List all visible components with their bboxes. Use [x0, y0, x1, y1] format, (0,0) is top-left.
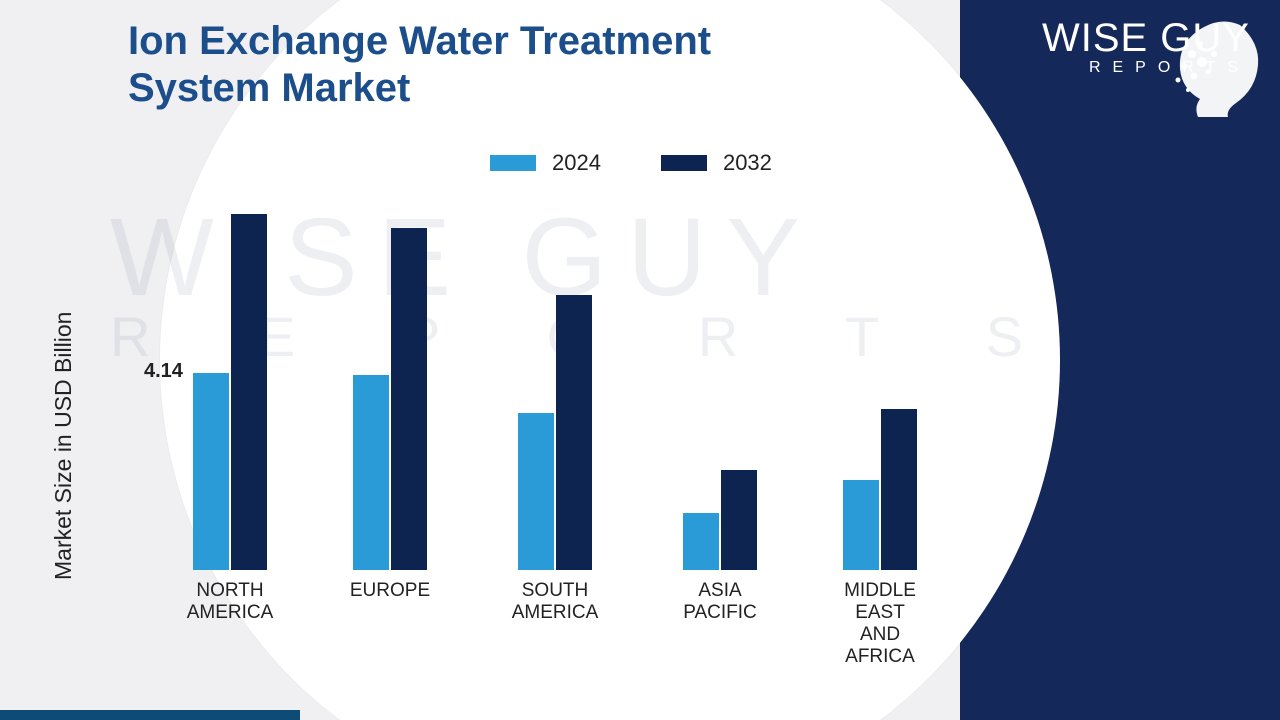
canvas: WISE GUY R E P O R T S Ion Exchange Wate…: [0, 0, 1280, 720]
y-axis-label: Market Size in USD Billion: [50, 312, 77, 580]
plot-area: NORTHAMERICA4.14 EUROPE SOUTHAMERICA ASIAPA…: [130, 190, 930, 570]
brand-logo: WISE GUY REPORTS: [1042, 18, 1250, 76]
value-callout: 4.14: [144, 360, 183, 383]
bar-group: EUROPE: [330, 228, 450, 570]
bar-2024: [193, 373, 229, 570]
chart: Market Size in USD Billion NORTHAMERICA4…: [60, 150, 950, 700]
bar-2032: [391, 228, 427, 570]
brand-name: WISE GUY: [1042, 18, 1250, 58]
bar-group: NORTHAMERICA4.14: [170, 214, 290, 570]
bar-2032: [721, 470, 757, 570]
bar-group: SOUTHAMERICA: [495, 295, 615, 571]
category-label: EUROPE: [320, 580, 460, 602]
bar-group: MIDDLEEASTANDAFRICA: [820, 409, 940, 571]
category-label: ASIAPACIFIC: [650, 580, 790, 624]
category-label: NORTHAMERICA: [160, 580, 300, 624]
bar-2032: [556, 295, 592, 571]
bar-2024: [683, 513, 719, 570]
bar-2032: [881, 409, 917, 571]
chart-title: Ion Exchange Water Treatment System Mark…: [128, 18, 848, 112]
bar-2024: [353, 375, 389, 570]
category-label: MIDDLEEASTANDAFRICA: [810, 580, 950, 667]
bar-2032: [231, 214, 267, 570]
bottom-accent-bar: [0, 710, 300, 720]
brand-sub: REPORTS: [1042, 60, 1250, 76]
category-label: SOUTHAMERICA: [485, 580, 625, 624]
bar-group: ASIAPACIFIC: [660, 470, 780, 570]
bar-2024: [843, 480, 879, 570]
bar-2024: [518, 413, 554, 570]
